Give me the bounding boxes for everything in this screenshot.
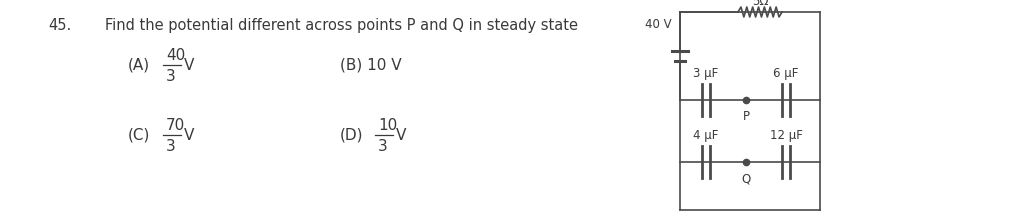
Text: Find the potential different across points P and Q in steady state: Find the potential different across poin… [105,18,578,33]
Text: V: V [396,127,407,143]
Text: V: V [184,57,195,73]
Text: 3: 3 [166,139,176,153]
Text: 10: 10 [378,117,397,133]
Text: 40 V: 40 V [645,18,672,31]
Text: Q: Q [741,172,751,185]
Text: 70: 70 [166,117,185,133]
Text: P: P [742,110,750,123]
Text: 40: 40 [166,48,185,63]
Text: 45.: 45. [48,18,72,33]
Text: (C): (C) [128,127,151,143]
Text: (A): (A) [128,57,151,73]
Text: 3: 3 [378,139,388,153]
Text: 12 μF: 12 μF [770,129,803,142]
Text: 3 μF: 3 μF [693,67,719,80]
Text: (D): (D) [340,127,364,143]
Text: (B) 10 V: (B) 10 V [340,57,401,73]
Text: 4 μF: 4 μF [693,129,719,142]
Text: 3: 3 [166,69,176,83]
Text: V: V [184,127,195,143]
Text: 6 μF: 6 μF [773,67,799,80]
Text: 5Ω: 5Ω [752,0,768,8]
